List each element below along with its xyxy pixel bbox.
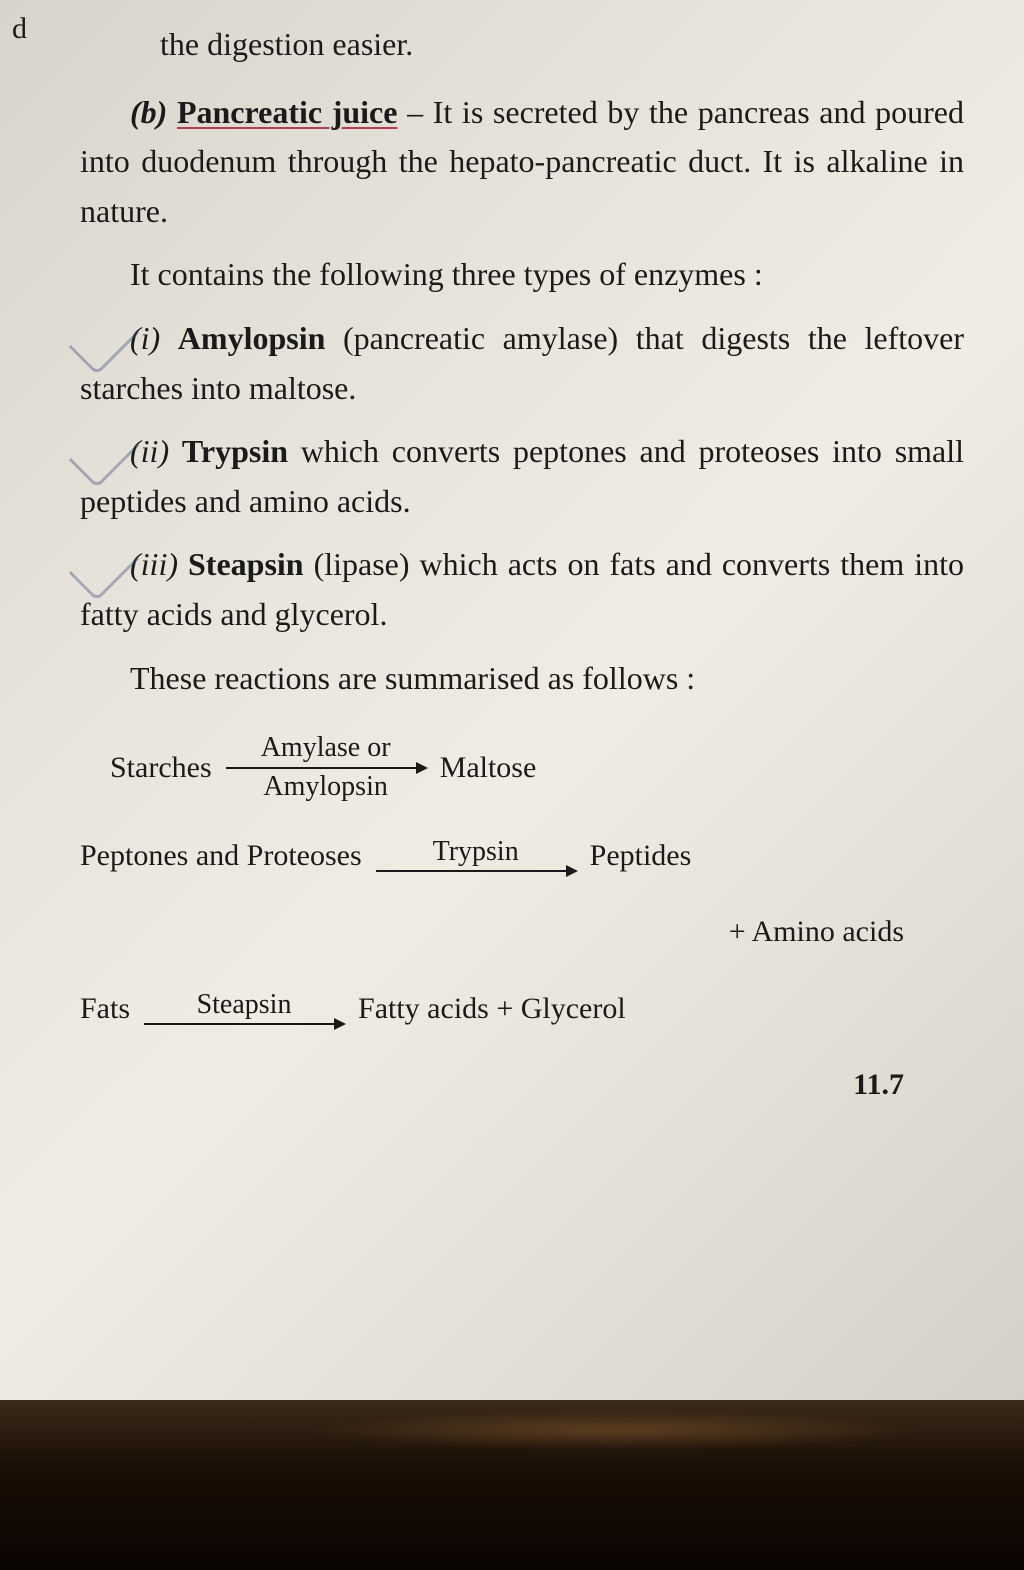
reaction-substrate: Peptones and Proteoses xyxy=(80,833,362,880)
reaction-2: Peptones and Proteoses Trypsin Peptides xyxy=(80,833,964,880)
item-name: Trypsin xyxy=(182,433,288,469)
item-name: Steapsin xyxy=(188,546,304,582)
fragment-top: the digestion easier. xyxy=(160,20,964,70)
page-content: d the digestion easier. (b) Pancreatic j… xyxy=(0,0,1024,1109)
section-label: (b) xyxy=(130,94,167,130)
enzymes-leadin: It contains the following three types of… xyxy=(80,250,964,300)
reaction-substrate: Fats xyxy=(80,986,130,1033)
reaction-product: Fatty acids + Glycerol xyxy=(358,986,626,1033)
enzyme-item-1: (i) Amylopsin (pancreatic amylase) that … xyxy=(80,314,964,413)
reactions-block: Starches Amylase or Amylopsin Maltose Pe… xyxy=(80,733,964,1032)
enzyme-item-2: (ii) Trypsin which converts peptones and… xyxy=(80,427,964,526)
arrow-icon xyxy=(376,870,576,872)
section-intro: (b) Pancreatic juice – It is secreted by… xyxy=(80,88,964,237)
item-num: (i) xyxy=(130,320,160,356)
reaction-substrate: Starches xyxy=(110,745,212,792)
reaction-2-extra: + Amino acids xyxy=(80,909,964,956)
page-number: 11.7 xyxy=(80,1062,964,1109)
enzyme-top: Steapsin xyxy=(197,990,292,1021)
summary-line: These reactions are summarised as follow… xyxy=(80,654,964,704)
item-num: (iii) xyxy=(130,546,178,582)
enzyme-top: Trypsin xyxy=(433,837,519,868)
reaction-3: Fats Steapsin Fatty acids + Glycerol xyxy=(80,986,964,1033)
item-num: (ii) xyxy=(130,433,169,469)
reaction-product: Peptides xyxy=(590,833,692,880)
section-title: Pancreatic juice xyxy=(177,94,398,130)
enzyme-bot: Amylopsin xyxy=(263,772,387,803)
reaction-product: Maltose xyxy=(440,745,537,792)
table-edge-background xyxy=(0,1400,1024,1570)
arrow-icon xyxy=(144,1023,344,1025)
arrow-icon xyxy=(226,767,426,769)
item-name: Amylopsin xyxy=(178,320,326,356)
reaction-arrow: Steapsin xyxy=(144,990,344,1029)
reaction-1: Starches Amylase or Amylopsin Maltose xyxy=(110,733,964,803)
fragment-left: d xyxy=(12,6,27,53)
reaction-arrow: Amylase or Amylopsin xyxy=(226,733,426,803)
reaction-arrow: Trypsin xyxy=(376,837,576,876)
enzyme-item-3: (iii) Steapsin (lipase) which acts on fa… xyxy=(80,540,964,639)
enzyme-top: Amylase or xyxy=(261,733,391,764)
